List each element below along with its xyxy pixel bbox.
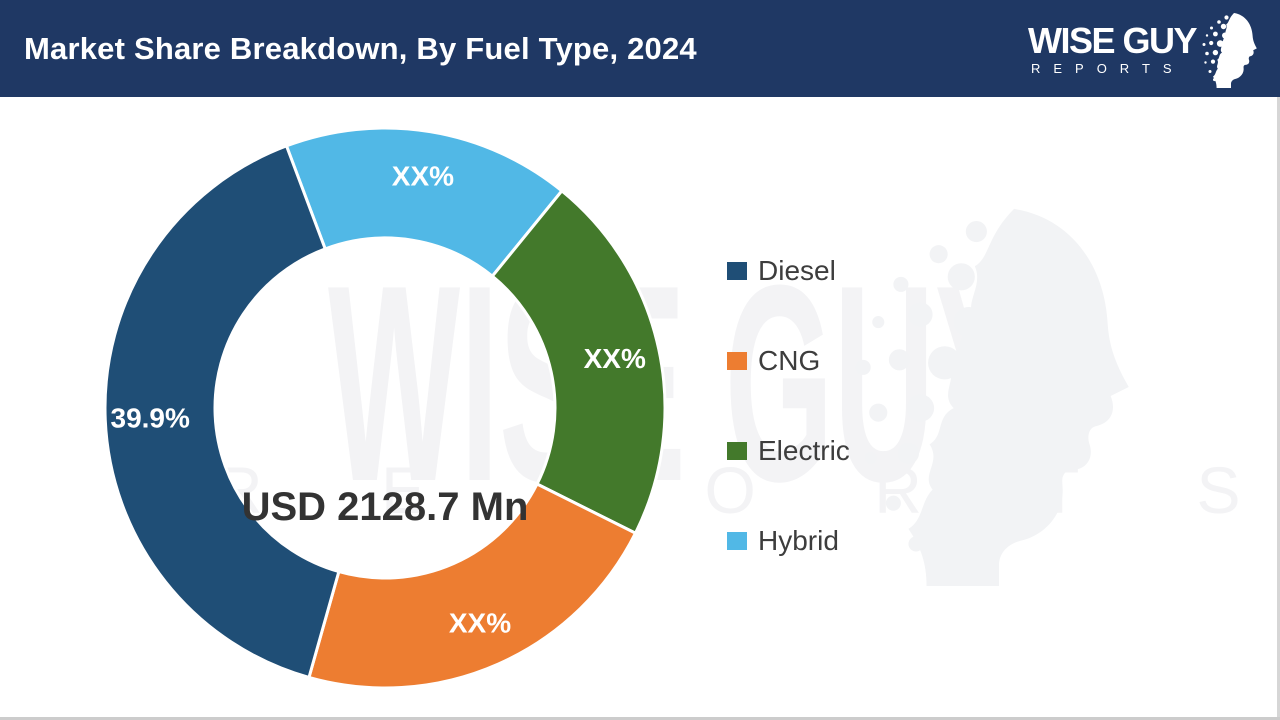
donut-segment-cng — [307, 482, 638, 690]
legend-swatch-cng — [727, 352, 747, 370]
chart-legend: Diesel CNG Electric Hybrid — [727, 257, 850, 617]
logo-text: WISE GUY REPORTS — [1027, 19, 1198, 76]
legend-label-electric: Electric — [758, 435, 850, 466]
page-title: Market Share Breakdown, By Fuel Type, 20… — [24, 30, 697, 66]
legend-swatch-electric — [727, 442, 747, 460]
donut-chart: XX% XX% XX% 39.9% — [103, 126, 667, 690]
chart-center-value: USD 2128.7 Mn — [241, 485, 529, 529]
legend-item-electric: Electric — [727, 437, 850, 465]
legend-swatch-diesel — [727, 262, 747, 280]
legend-item-hybrid: Hybrid — [727, 527, 850, 555]
legend-item-diesel: Diesel — [727, 257, 850, 285]
legend-item-cng: CNG — [727, 347, 850, 375]
bottom-border-line — [0, 717, 1280, 720]
segment-label-hybrid: XX% — [392, 161, 454, 192]
logo-brand-name: WISE GUY — [1027, 19, 1198, 61]
watermark-face-icon — [833, 192, 1165, 588]
wise-guy-logo: WISE GUY REPORTS — [1028, 9, 1264, 89]
legend-swatch-hybrid — [727, 532, 747, 550]
segment-label-cng: XX% — [449, 607, 511, 638]
segment-label-diesel: 39.9% — [111, 402, 190, 433]
header-bar: Market Share Breakdown, By Fuel Type, 20… — [0, 0, 1280, 97]
donut-segment-electric — [490, 188, 667, 536]
legend-label-diesel: Diesel — [758, 255, 836, 286]
legend-label-hybrid: Hybrid — [758, 525, 839, 556]
legend-label-cng: CNG — [758, 345, 821, 376]
donut-segment-diesel — [103, 143, 341, 680]
right-border-line — [1277, 97, 1280, 720]
logo-brand-subtitle: REPORTS — [1030, 60, 1185, 76]
watermark-text: WISE GUY — [328, 228, 1029, 540]
segment-label-electric: XX% — [584, 343, 646, 374]
logo-face-icon — [1198, 9, 1264, 89]
